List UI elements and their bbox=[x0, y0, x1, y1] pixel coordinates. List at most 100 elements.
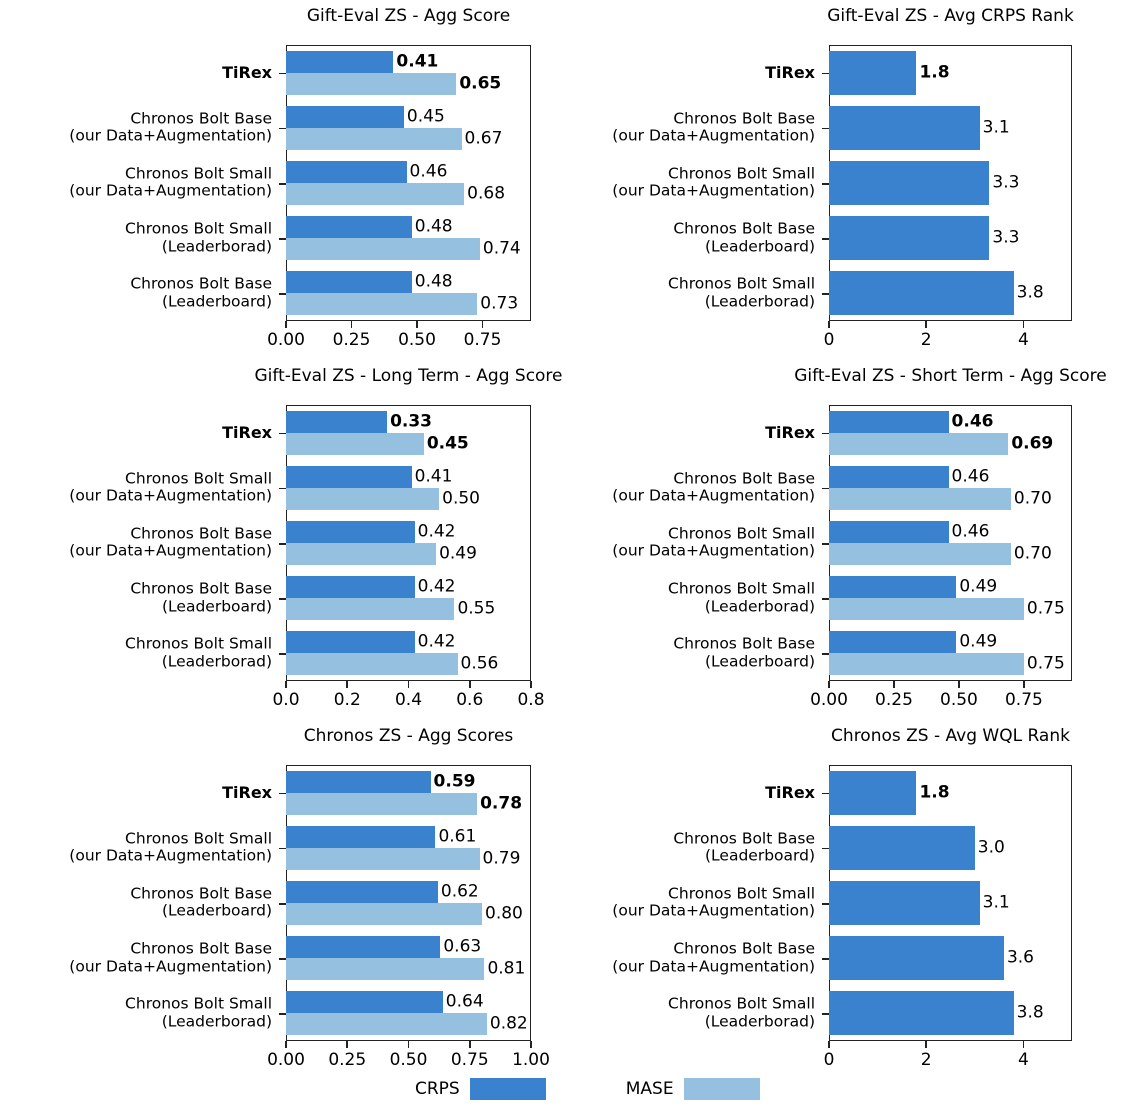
y-tick-label: Chronos Bolt Small (our Data+Augmentation… bbox=[612, 164, 815, 200]
x-tick-label: 0.50 bbox=[940, 690, 978, 710]
y-tick-label: Chronos Bolt Base (our Data+Augmentation) bbox=[612, 469, 815, 505]
bar-value-label: 0.55 bbox=[457, 598, 496, 619]
bar-crps bbox=[286, 520, 415, 543]
y-tick-mark bbox=[822, 238, 829, 240]
y-tick-label: Chronos Bolt Base (Leaderboard) bbox=[130, 275, 272, 311]
y-tick-label: Chronos Bolt Small (Leaderborad) bbox=[668, 579, 815, 616]
x-tick-mark bbox=[828, 681, 830, 688]
bar-value-label: 0.79 bbox=[482, 848, 521, 869]
x-tick-mark bbox=[925, 1041, 927, 1048]
x-tick-label: 1.00 bbox=[512, 1050, 550, 1070]
x-tick-label: 0.8 bbox=[517, 690, 545, 710]
panel-title: Gift-Eval ZS - Short Term - Agg Score bbox=[794, 366, 1107, 386]
y-tick-mark bbox=[822, 72, 829, 75]
bar-crps bbox=[829, 576, 957, 599]
y-tick-label: Chronos Bolt Small (our Data+Augmentation… bbox=[69, 829, 272, 865]
bar-value-label: 0.62 bbox=[440, 881, 479, 902]
bar-value-label: 0.74 bbox=[482, 238, 521, 259]
x-tick-mark bbox=[285, 1041, 287, 1048]
bar-mase bbox=[829, 598, 1024, 621]
y-tick-mark bbox=[822, 598, 829, 600]
x-tick-mark bbox=[350, 321, 353, 328]
bar-crps bbox=[829, 936, 1004, 981]
bar-value-label: 0.63 bbox=[443, 936, 482, 957]
panel-title: Chronos ZS - Avg WQL Rank bbox=[831, 726, 1070, 746]
y-tick-label: Chronos Bolt Base (Leaderboard) bbox=[673, 635, 815, 671]
y-tick-mark bbox=[279, 847, 286, 850]
y-tick-mark bbox=[822, 127, 829, 130]
x-tick-label: 2 bbox=[920, 330, 932, 350]
bar-crps bbox=[829, 825, 975, 870]
y-tick-mark bbox=[822, 183, 829, 185]
x-tick-label: 0.6 bbox=[456, 690, 484, 710]
bar-value-label: 3.3 bbox=[992, 172, 1020, 193]
y-tick-label: Chronos Bolt Base (our Data+Augmentation) bbox=[612, 939, 815, 976]
x-tick-label: 0.50 bbox=[389, 1050, 428, 1070]
bar-crps bbox=[286, 576, 415, 599]
bar-value-label: 1.8 bbox=[919, 782, 950, 803]
panel-title: Gift-Eval ZS - Agg Score bbox=[306, 6, 511, 26]
y-tick-label: Chronos Bolt Small (Leaderborad) bbox=[125, 995, 272, 1031]
bar-mase bbox=[286, 432, 424, 455]
x-tick-label: 0.50 bbox=[398, 330, 436, 350]
bar-value-label: 0.75 bbox=[1026, 598, 1065, 619]
y-tick-label: Chronos Bolt Base (our Data+Augmentation) bbox=[69, 524, 272, 560]
y-tick-label: Chronos Bolt Small (Leaderborad) bbox=[125, 219, 272, 256]
bar-value-label: 0.70 bbox=[1013, 543, 1052, 564]
bar-value-label: 0.46 bbox=[409, 161, 448, 182]
y-tick-mark bbox=[822, 432, 829, 435]
x-tick-mark bbox=[1023, 681, 1025, 688]
bar-value-label: 0.50 bbox=[442, 488, 480, 509]
bar-crps bbox=[829, 631, 957, 654]
bar-value-label: 3.8 bbox=[1016, 1002, 1044, 1023]
bar-crps bbox=[829, 216, 990, 261]
legend-item-crps: CRPS bbox=[415, 1078, 546, 1100]
bar-value-label: 0.46 bbox=[951, 466, 990, 487]
bar-crps bbox=[829, 160, 990, 206]
bar-mase bbox=[829, 543, 1011, 566]
x-tick-label: 0.2 bbox=[333, 690, 361, 710]
bar-mase bbox=[829, 487, 1011, 510]
y-tick-mark bbox=[279, 127, 286, 130]
legend-item-mase: MASE bbox=[626, 1078, 760, 1100]
x-tick-mark bbox=[416, 321, 418, 328]
x-tick-label: 0.00 bbox=[267, 330, 305, 350]
y-tick-label: Chronos Bolt Base (Leaderboard) bbox=[673, 219, 815, 256]
x-tick-label: 4 bbox=[1017, 1050, 1029, 1070]
y-tick-mark bbox=[279, 238, 286, 240]
figure-legend: CRPS MASE bbox=[415, 1078, 760, 1100]
bar-crps bbox=[286, 936, 441, 959]
bar-value-label: 0.80 bbox=[485, 903, 523, 924]
bar-value-label: 0.42 bbox=[417, 576, 456, 597]
legend-label: MASE bbox=[625, 1079, 674, 1099]
x-tick-mark bbox=[285, 321, 287, 328]
y-tick-label: TiRex bbox=[222, 62, 272, 82]
x-tick-mark bbox=[925, 321, 927, 328]
bar-value-label: 0.70 bbox=[1013, 488, 1052, 509]
y-tick-mark bbox=[822, 958, 829, 960]
x-tick-label: 0.00 bbox=[810, 690, 848, 710]
y-tick-label: TiRex bbox=[765, 422, 815, 442]
bar-mase bbox=[286, 293, 478, 316]
x-tick-label: 0 bbox=[823, 1050, 835, 1070]
bar-crps bbox=[286, 160, 407, 183]
bar-value-label: 0.82 bbox=[489, 1013, 528, 1034]
x-tick-label: 0.25 bbox=[875, 690, 913, 710]
y-tick-label: Chronos Bolt Base (our Data+Augmentation) bbox=[69, 109, 272, 145]
y-tick-label: Chronos Bolt Small (our Data+Augmentation… bbox=[69, 164, 272, 200]
bar-value-label: 0.78 bbox=[480, 793, 523, 814]
y-tick-mark bbox=[279, 543, 286, 545]
bar-crps bbox=[829, 50, 917, 95]
x-tick-mark bbox=[407, 1041, 410, 1048]
bar-crps bbox=[829, 465, 949, 488]
bar-value-label: 0.41 bbox=[396, 51, 439, 72]
bar-value-label: 3.1 bbox=[982, 117, 1010, 138]
bar-mase bbox=[286, 183, 465, 206]
y-tick-mark bbox=[822, 903, 829, 905]
y-tick-mark bbox=[822, 293, 829, 295]
x-tick-label: 0.25 bbox=[328, 1050, 367, 1070]
bar-value-label: 0.42 bbox=[417, 521, 456, 542]
y-tick-mark bbox=[822, 792, 829, 795]
